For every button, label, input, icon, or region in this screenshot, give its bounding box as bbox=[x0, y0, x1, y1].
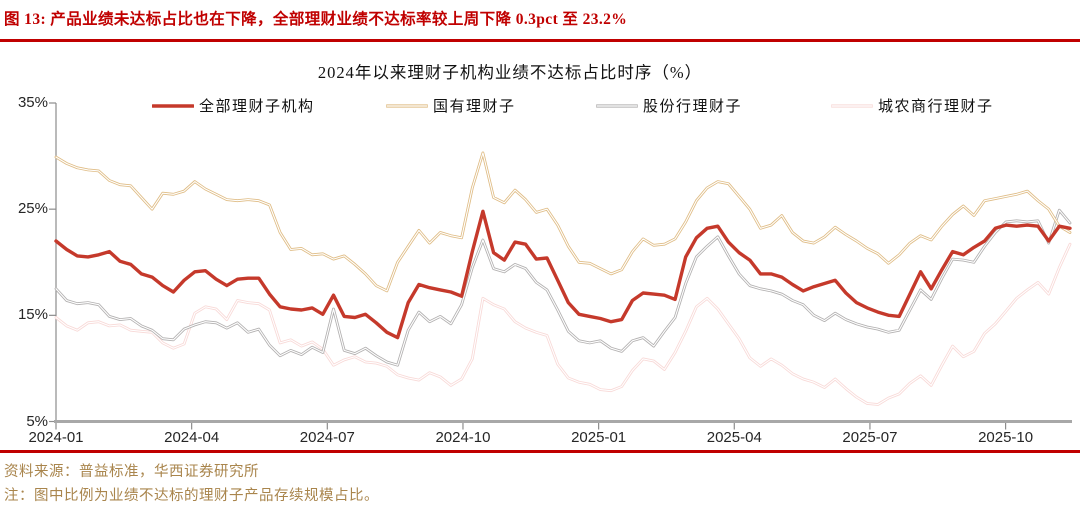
legend-line-swatch bbox=[831, 103, 873, 108]
legend-label: 股份行理财子 bbox=[643, 99, 743, 115]
chart-legend: 全部理财子机构 国有理财子 股份行理财子 城农商行理财子 bbox=[0, 95, 1080, 116]
legend-line-swatch bbox=[596, 103, 638, 108]
x-tick-label: 2024-01 bbox=[28, 429, 84, 446]
footer-divider bbox=[0, 450, 1080, 453]
x-tick-label: 2025-01 bbox=[571, 429, 627, 446]
legend-item: 股份行理财子 bbox=[596, 95, 742, 116]
figure-note: 注：图中比例为业绩不达标的理财子产品存续规模占比。 bbox=[4, 488, 379, 504]
legend-label: 全部理财子机构 bbox=[199, 99, 315, 115]
legend-item: 城农商行理财子 bbox=[831, 95, 994, 116]
y-tick-label: 5% bbox=[26, 412, 48, 430]
y-tick-label: 35% bbox=[17, 94, 48, 111]
header-divider bbox=[0, 39, 1080, 42]
legend-label: 城农商行理财子 bbox=[878, 99, 994, 115]
x-tick-label: 2025-07 bbox=[842, 429, 898, 446]
chart-title: 2024年以来理财子机构业绩不达标占比时序（%） bbox=[317, 63, 703, 82]
legend-item: 国有理财子 bbox=[386, 95, 516, 116]
x-tick-label: 2024-07 bbox=[299, 429, 355, 446]
legend-label: 国有理财子 bbox=[433, 99, 516, 115]
legend-item: 全部理财子机构 bbox=[152, 95, 315, 116]
x-tick-label: 2025-04 bbox=[706, 429, 762, 446]
source-note: 资料来源：普益标准，华西证券研究所 bbox=[4, 464, 259, 480]
x-tick-label: 2024-04 bbox=[164, 429, 220, 446]
legend-line-swatch bbox=[152, 103, 194, 108]
y-tick-label: 15% bbox=[17, 306, 48, 324]
x-tick-label: 2025-10 bbox=[978, 429, 1034, 446]
x-tick-label: 2024-10 bbox=[435, 429, 491, 446]
figure-caption: 图 13: 产品业绩未达标占比也在下降，全部理财业绩不达标率较上周下降 0.3p… bbox=[4, 7, 1074, 29]
figure-caption-text: 图 13: 产品业绩未达标占比也在下降，全部理财业绩不达标率较上周下降 0.3p… bbox=[4, 11, 628, 28]
y-tick-label: 25% bbox=[17, 200, 48, 218]
legend-line-swatch bbox=[386, 103, 428, 108]
